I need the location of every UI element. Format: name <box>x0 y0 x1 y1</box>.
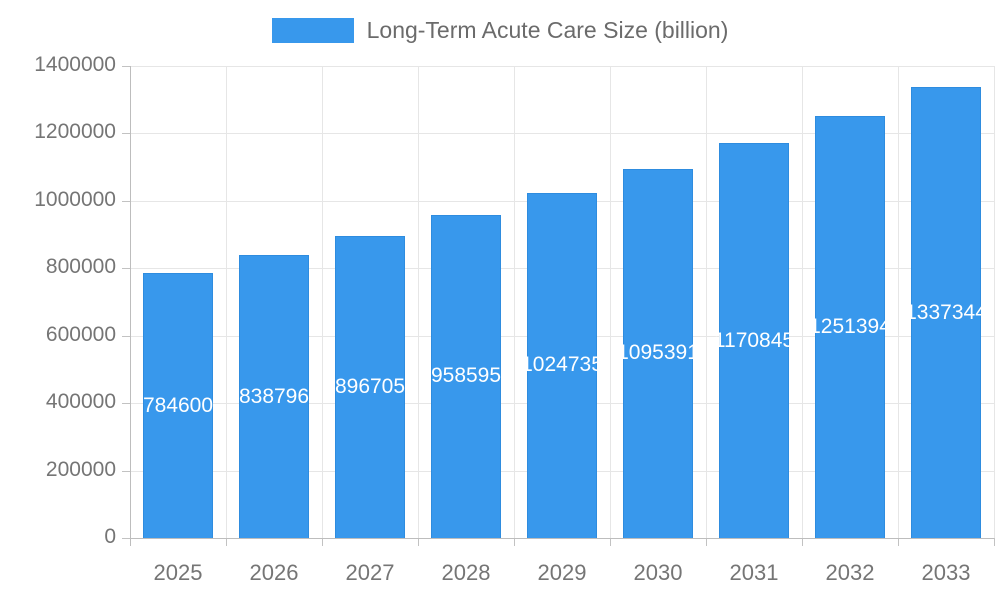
y-axis-tick <box>122 538 130 539</box>
y-axis-tick-label: 1000000 <box>34 187 116 211</box>
x-axis-category-label: 2027 <box>345 560 395 585</box>
x-axis-category-label: 2033 <box>921 560 971 585</box>
x-axis-category-label: 2026 <box>249 560 299 585</box>
x-axis-tick <box>706 538 707 546</box>
x-axis-tick <box>322 538 323 546</box>
gridline-vertical <box>898 66 899 538</box>
bar-2029[interactable] <box>527 192 597 538</box>
y-axis-tick-label: 400000 <box>45 390 116 414</box>
y-axis-tick <box>122 133 130 135</box>
gridline-vertical <box>610 66 611 538</box>
legend-swatch <box>271 18 354 44</box>
bar-2026[interactable] <box>239 255 309 538</box>
x-axis-tick <box>994 538 995 546</box>
x-axis-category-label: 2028 <box>441 560 491 585</box>
y-axis-tick <box>122 268 130 270</box>
gridline-vertical <box>322 66 323 538</box>
x-axis-category-label: 2031 <box>729 560 779 585</box>
bar-2025[interactable] <box>143 273 213 538</box>
y-axis-tick <box>122 200 130 202</box>
y-axis-tick-label: 0 <box>104 525 116 548</box>
legend-label: Long-Term Acute Care Size (billion) <box>366 17 729 43</box>
bar-2030[interactable] <box>623 168 693 538</box>
y-axis-tick-label: 1400000 <box>34 53 116 76</box>
gridline-vertical <box>994 66 995 538</box>
gridline-vertical <box>418 66 419 538</box>
y-axis-tick-label: 200000 <box>45 457 116 481</box>
x-axis-tick <box>898 538 899 546</box>
gridline-vertical <box>706 66 707 538</box>
x-axis-tick <box>418 538 419 546</box>
x-axis-line <box>130 538 994 539</box>
x-axis-category-label: 2025 <box>153 560 203 585</box>
gridline-vertical <box>226 66 227 538</box>
x-axis-category-label: 2030 <box>633 560 683 585</box>
x-axis-category-label: 2032 <box>825 560 875 585</box>
legend-item[interactable]: Long-Term Acute Care Size (billion) <box>0 17 1000 44</box>
gridline-horizontal <box>130 66 994 67</box>
bar-2027[interactable] <box>335 235 405 538</box>
y-axis-tick-label: 1200000 <box>34 120 116 144</box>
y-axis-tick <box>122 335 130 337</box>
gridline-horizontal <box>130 133 994 135</box>
x-axis-category-label: 2029 <box>537 560 587 585</box>
bar-2033[interactable] <box>911 87 981 538</box>
x-axis-tick <box>802 538 803 546</box>
y-axis-tick <box>122 403 130 405</box>
y-axis-line <box>130 66 131 546</box>
x-axis-tick <box>514 538 515 546</box>
gridline-vertical <box>802 66 803 538</box>
y-axis-tick <box>122 470 130 472</box>
bar-2032[interactable] <box>815 116 885 538</box>
bar-2028[interactable] <box>431 214 501 538</box>
gridline-vertical <box>514 66 515 538</box>
x-axis-tick <box>610 538 611 546</box>
x-axis-tick <box>226 538 227 546</box>
y-axis-tick-label: 600000 <box>45 322 116 346</box>
y-axis-tick <box>122 66 130 67</box>
bar-2031[interactable] <box>719 143 789 538</box>
y-axis-tick-label: 800000 <box>45 255 116 279</box>
